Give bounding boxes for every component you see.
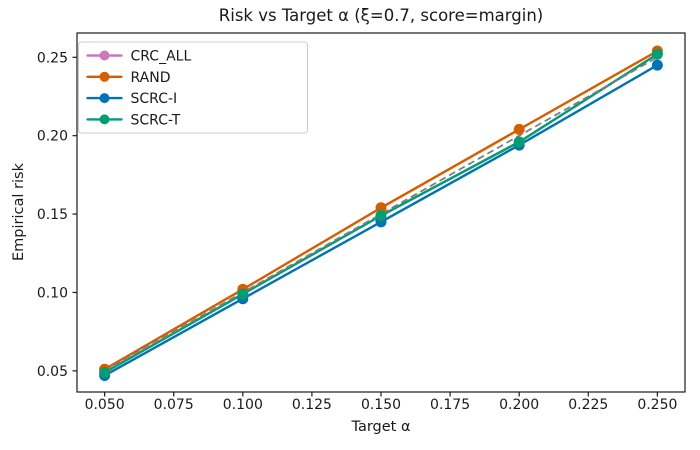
- marker-SCRC-T: [99, 366, 111, 378]
- marker-SCRC-T: [513, 136, 525, 148]
- x-tick-label: 0.225: [568, 397, 608, 413]
- marker-RAND: [375, 202, 387, 214]
- y-tick-label: 0.25: [37, 50, 68, 66]
- marker-SCRC-I: [651, 59, 663, 71]
- legend-marker-SCRC-I: [99, 93, 110, 104]
- reference-line: [104, 56, 658, 372]
- chart-title: Risk vs Target α (ξ=0.7, score=margin): [218, 6, 544, 25]
- legend-label-SCRC-I: SCRC-I: [131, 91, 178, 107]
- x-tick-label: 0.050: [85, 397, 125, 413]
- y-tick-label: 0.15: [37, 207, 68, 223]
- legend-marker-CRC_ALL: [99, 50, 110, 61]
- legend-label-CRC_ALL: CRC_ALL: [131, 49, 192, 65]
- x-tick-label: 0.100: [223, 397, 263, 413]
- x-tick-label: 0.075: [154, 397, 194, 413]
- marker-SCRC-T: [651, 48, 663, 60]
- marker-SCRC-T: [375, 210, 387, 222]
- y-tick-label: 0.20: [37, 129, 68, 145]
- x-tick-label: 0.125: [292, 397, 332, 413]
- x-tick-label: 0.200: [499, 397, 539, 413]
- legend-box: [78, 41, 308, 134]
- marker-SCRC-T: [237, 288, 249, 300]
- legend-label-RAND: RAND: [131, 70, 171, 86]
- x-tick-label: 0.150: [361, 397, 401, 413]
- marker-RAND: [513, 123, 525, 135]
- legend-marker-SCRC-T: [99, 114, 110, 125]
- y-tick-label: 0.10: [37, 285, 68, 301]
- x-axis-label: Target α: [351, 419, 411, 435]
- legend-marker-RAND: [99, 71, 110, 82]
- legend-label-SCRC-T: SCRC-T: [131, 112, 181, 128]
- x-tick-label: 0.250: [637, 397, 677, 413]
- x-tick-label: 0.175: [430, 397, 470, 413]
- y-tick-label: 0.05: [37, 364, 68, 380]
